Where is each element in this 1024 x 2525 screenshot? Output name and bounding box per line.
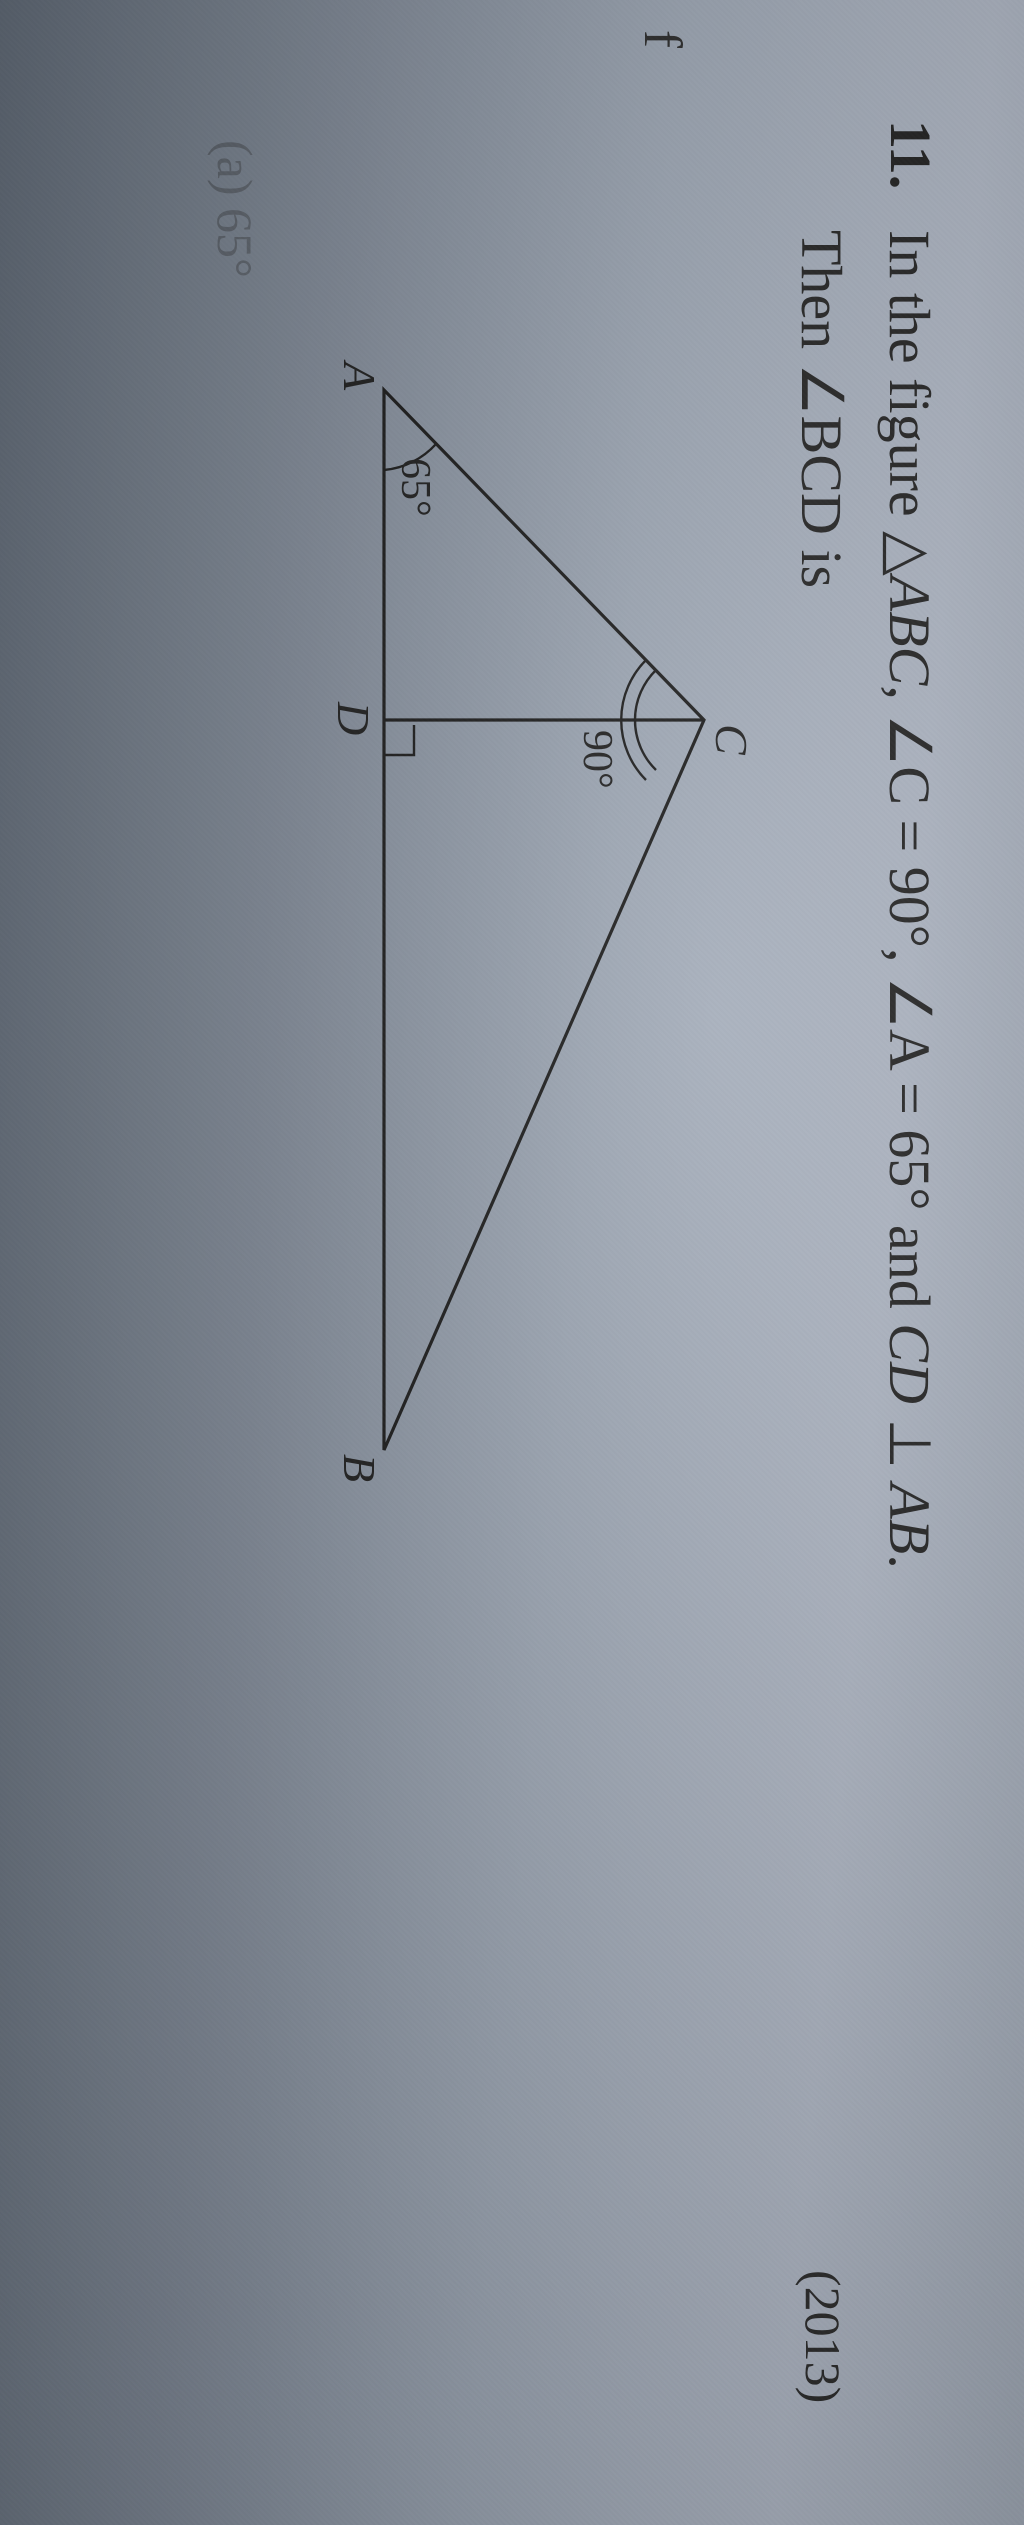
question-line1: In the figure △ABC, ∠C = 90°, ∠A = 65° a… [876,230,944,1569]
triangle-svg: A D B C 65° 90° [304,330,764,1530]
question-line2: Then ∠BCD is [788,230,856,588]
cd: CD [877,1323,942,1404]
sep: , [877,685,942,714]
triangle-name: ABC [877,576,942,686]
ab: AB [877,1483,942,1554]
right-angle-mark-d [384,725,414,755]
and: and [877,1211,942,1324]
equals: = [877,1068,942,1130]
triangle-abc [384,390,704,1450]
sep: , [877,948,942,977]
equals: = [877,805,942,867]
vertex-label-a: A [334,359,385,391]
angle-BCD: ∠BCD [789,364,854,535]
triangle-symbol: △ [877,531,942,576]
triangle-figure: A D B C 65° 90° [304,330,764,1530]
cropped-option: (a) 65° [206,140,264,278]
text: Then [789,230,854,364]
year-ref: (2013) [794,2270,852,2403]
perp-symbol: ⊥ [877,1404,942,1484]
vertex-label-b: B [334,1454,385,1482]
angle-A-lhs: ∠A [877,977,942,1068]
angle-c-label: 90° [574,730,620,789]
vertex-label-c: C [706,724,757,756]
content-root: 11. In the figure △ABC, ∠C = 90°, ∠A = 6… [0,0,1024,2525]
question-number: 11. [877,120,944,189]
period: . [877,1554,942,1569]
rotated-page: 11. In the figure △ABC, ∠C = 90°, ∠A = 6… [0,0,1024,2525]
angle-A-val: 65° [877,1129,942,1210]
text: is [789,535,854,588]
angle-a-label: 65° [392,458,438,517]
angle-C-val: 90° [877,867,942,948]
margin-cropped-char: f [632,30,694,48]
text: In the figure [877,230,942,531]
vertex-label-d: D [328,701,379,735]
angle-C-lhs: ∠C [877,714,942,805]
